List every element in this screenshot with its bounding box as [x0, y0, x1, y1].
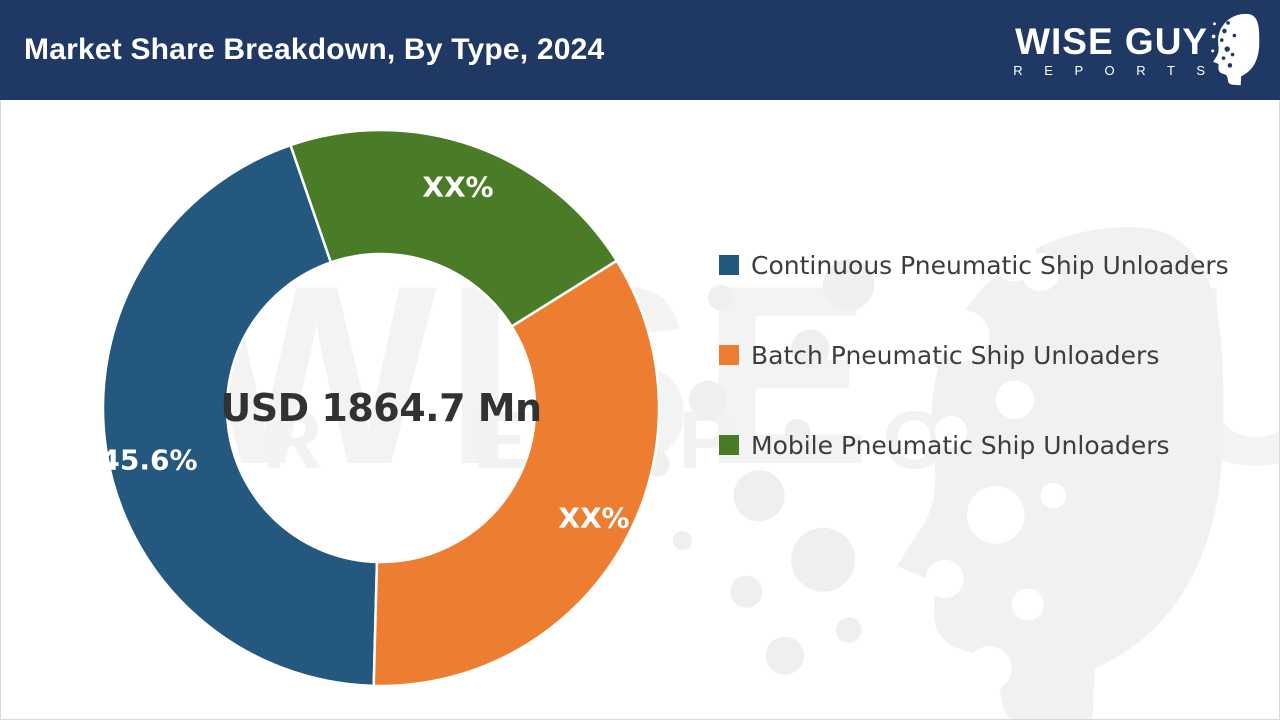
legend-item-continuous: Continuous Pneumatic Ship Unloaders: [719, 250, 1229, 280]
slice-label-batch: XX%: [558, 501, 630, 535]
chart-legend: Continuous Pneumatic Ship Unloaders Batc…: [719, 250, 1229, 520]
slice-label-continuous: 45.6%: [100, 443, 198, 477]
legend-swatch-batch: [719, 345, 739, 365]
legend-item-label: Mobile Pneumatic Ship Unloaders: [751, 430, 1170, 460]
content-area: WISE GUY R E P O R T S 45.6% XX% XX% USD…: [0, 100, 1280, 720]
legend-item-label: Batch Pneumatic Ship Unloaders: [751, 340, 1160, 370]
donut-segment-1: [372, 259, 661, 688]
donut-chart: [101, 128, 661, 688]
donut-segment-0: [101, 143, 379, 688]
watermark-head-graphic: [644, 227, 1224, 719]
wiseguy-head-icon: [1211, 13, 1260, 86]
legend-item-batch: Batch Pneumatic Ship Unloaders: [719, 340, 1229, 370]
wiseguy-logo: WISE GUY R E P O R T S: [1009, 11, 1266, 89]
logo-subtitle: R E P O R T S: [1013, 62, 1214, 78]
legend-item-label: Continuous Pneumatic Ship Unloaders: [751, 250, 1229, 280]
slice-label-mobile: XX%: [422, 170, 494, 204]
legend-swatch-mobile: [719, 435, 739, 455]
center-value-label: USD 1864.7 Mn: [220, 386, 542, 430]
page-title: Market Share Breakdown, By Type, 2024: [24, 33, 605, 66]
legend-item-mobile: Mobile Pneumatic Ship Unloaders: [719, 430, 1229, 460]
logo-wordmark: WISE GUY: [1015, 20, 1209, 62]
donut-segment-2: [289, 128, 619, 328]
legend-swatch-continuous: [719, 255, 739, 275]
wiseguy-logo-text: WISE GUY R E P O R T S: [1009, 23, 1214, 78]
header-bar: Market Share Breakdown, By Type, 2024 WI…: [0, 0, 1280, 100]
